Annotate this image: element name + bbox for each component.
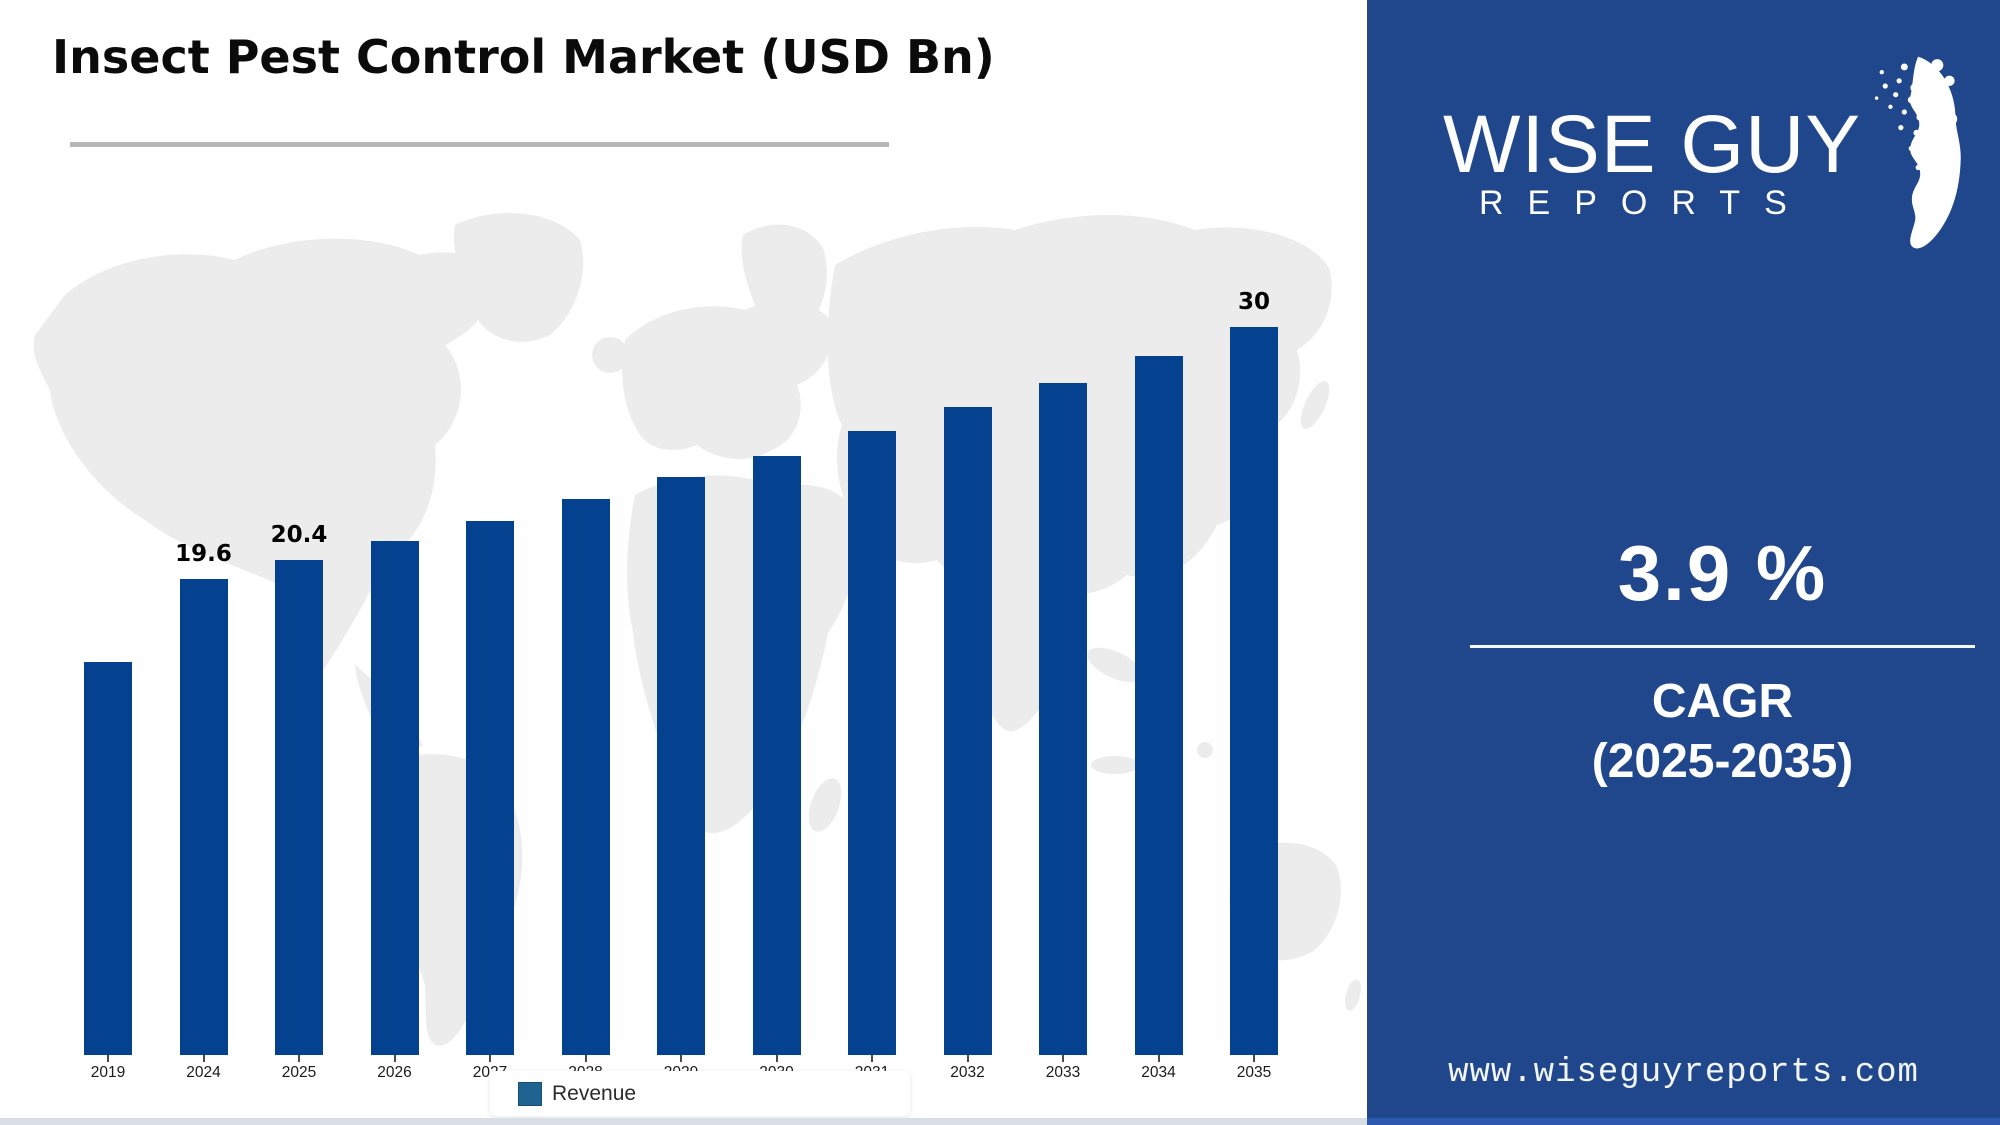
data-label-2035: 30 — [1237, 289, 1270, 316]
x-axis-label-2035: 2035 — [1236, 1064, 1272, 1081]
bar-2030 — [752, 455, 801, 1055]
x-axis-label-2019: 2019 — [90, 1064, 126, 1081]
x-axis-label-2033: 2033 — [1045, 1064, 1081, 1081]
bar-2034 — [1134, 356, 1183, 1055]
x-tick — [298, 1055, 300, 1062]
x-tick — [393, 1055, 396, 1062]
x-axis-label-2025: 2025 — [281, 1064, 317, 1081]
legend: Revenue — [490, 1071, 910, 1116]
bar-2031 — [848, 431, 896, 1055]
x-tick — [1062, 1055, 1064, 1062]
bar-2027 — [466, 521, 514, 1055]
bottom-border-blue — [1367, 1118, 2000, 1125]
x-tick — [489, 1055, 491, 1062]
x-tick — [871, 1055, 873, 1062]
cagr-value: 3.9 % — [1617, 529, 1828, 617]
cagr-period: (2025-2035) — [1591, 735, 1854, 788]
bar-2033 — [1039, 382, 1087, 1055]
x-axis-label-2024: 2024 — [186, 1064, 221, 1081]
bar-2026 — [370, 540, 419, 1055]
x-tick — [1253, 1055, 1255, 1062]
bar-2025 — [275, 559, 323, 1055]
x-tick — [966, 1055, 969, 1062]
dotted-head-logo-icon — [1874, 56, 1961, 249]
x-axis-label-2026: 2026 — [377, 1064, 412, 1081]
chart-panel: Insect Pest Control Market (USD Bn) — [0, 30, 1367, 1125]
x-tick — [107, 1055, 109, 1062]
logo-subtitle: REPORTS — [1479, 184, 1811, 222]
x-axis-label-2034: 2034 — [1141, 1064, 1176, 1081]
x-axis-label-2032: 2032 — [950, 1064, 985, 1081]
data-label-2024: 19.6 — [175, 541, 232, 568]
bar-2029 — [657, 477, 705, 1055]
title-underline — [70, 142, 889, 147]
data-label-2025: 20.4 — [270, 521, 328, 548]
logo-wordmark: WISE GUY — [1443, 99, 1862, 190]
x-tick — [584, 1055, 587, 1062]
legend-label: Revenue — [552, 1081, 637, 1105]
bar-2032 — [943, 407, 992, 1055]
x-tick — [1157, 1055, 1160, 1062]
x-tick — [202, 1055, 205, 1062]
website-url[interactable]: www.wiseguyreports.com — [1448, 1054, 1919, 1092]
x-tick — [775, 1055, 778, 1062]
x-tick — [680, 1055, 682, 1062]
cagr-divider — [1470, 645, 1975, 648]
cagr-block: 3.9 % CAGR (2025-2035) — [1470, 528, 1975, 792]
bar-2028 — [561, 499, 610, 1055]
bottom-border-light — [0, 1118, 1367, 1125]
bar-2024 — [179, 579, 228, 1055]
sidebar: WISE GUY REPORTS — [1367, 0, 2000, 1125]
page-title: Insect Pest Control Market (USD Bn) — [52, 30, 995, 84]
legend-swatch-revenue — [518, 1081, 542, 1106]
bar-2019 — [84, 661, 132, 1055]
wise-guy-reports-logo: WISE GUY REPORTS — [1367, 0, 2000, 290]
cagr-label: CAGR — [1651, 675, 1794, 728]
bar-2035 — [1230, 327, 1278, 1055]
